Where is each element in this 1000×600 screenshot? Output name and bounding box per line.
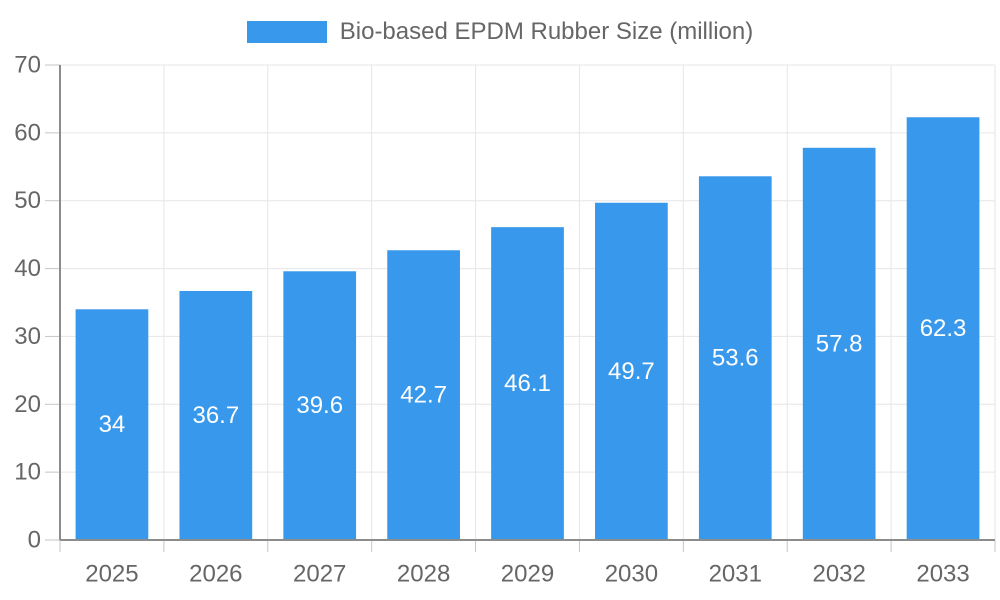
bar-value-label: 62.3 (920, 315, 967, 342)
bar-2025 (75, 309, 149, 540)
bar-2027 (283, 271, 357, 540)
x-tick-label: 2026 (189, 561, 242, 588)
bar-2026 (179, 290, 253, 540)
bar-value-label: 39.6 (296, 392, 343, 419)
x-tick-label: 2029 (501, 561, 554, 588)
y-tick-label: 10 (14, 459, 41, 486)
y-tick-label: 60 (14, 119, 41, 146)
legend: Bio-based EPDM Rubber Size (million) (0, 20, 1000, 44)
y-tick-label: 30 (14, 323, 41, 350)
x-tick-label: 2028 (397, 561, 450, 588)
bar-2029 (491, 227, 564, 540)
bar-value-label: 53.6 (712, 345, 759, 372)
bar-2031 (698, 176, 772, 541)
bar-value-label: 49.7 (608, 358, 655, 385)
y-tick-label: 50 (14, 187, 41, 214)
bar-2030 (595, 202, 668, 540)
bar-2033 (906, 117, 980, 540)
legend-swatch (246, 21, 327, 43)
x-tick-label: 2032 (812, 561, 865, 588)
x-tick-label: 2025 (85, 561, 138, 588)
bar-value-label: 36.7 (192, 402, 239, 429)
bar-value-label: 42.7 (400, 382, 447, 409)
bar-2028 (387, 250, 460, 540)
y-tick-label: 70 (14, 52, 41, 79)
legend-label: Bio-based EPDM Rubber Size (million) (339, 18, 754, 45)
bar-value-label: 57.8 (816, 330, 863, 357)
x-tick-label: 2031 (709, 561, 762, 588)
bar-value-label: 46.1 (504, 370, 551, 397)
bar-2032 (802, 147, 876, 541)
bar-value-label: 34 (99, 411, 126, 438)
x-tick-label: 2033 (916, 561, 969, 588)
x-tick-label: 2030 (605, 561, 658, 588)
y-tick-label: 0 (28, 527, 41, 554)
y-tick-label: 20 (14, 391, 41, 418)
x-tick-label: 2027 (293, 561, 346, 588)
y-tick-label: 40 (14, 255, 41, 282)
